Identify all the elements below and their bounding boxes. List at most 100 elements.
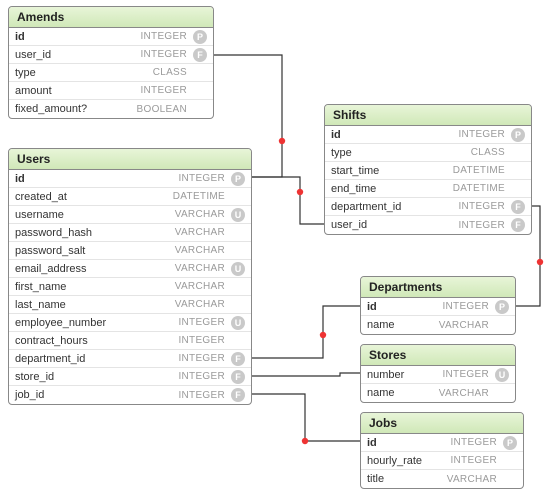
table-row: employee_numberINTEGERU	[9, 314, 251, 332]
table-row: job_idINTEGER F	[9, 386, 251, 404]
key-badge-icon: P	[495, 300, 509, 314]
column-type: INTEGER	[140, 31, 187, 42]
relationship-edge	[252, 177, 324, 224]
edge-dot-icon	[279, 138, 285, 144]
column-name: hourly_rate	[367, 455, 450, 467]
table-row: password_saltVARCHAR	[9, 242, 251, 260]
column-type: INTEGER	[178, 317, 225, 328]
column-name: store_id	[15, 371, 178, 383]
column-type: INTEGER	[450, 437, 497, 448]
relationship-edge	[252, 306, 360, 358]
column-name: id	[15, 31, 140, 43]
entity-jobs: JobsidINTEGERPhourly_rateINTEGERtitleVAR…	[360, 412, 524, 489]
badge-spacer	[503, 472, 517, 486]
column-name: user_id	[331, 219, 458, 231]
column-type: CLASS	[471, 147, 505, 158]
key-badge-icon: P	[193, 30, 207, 44]
column-type: INTEGER	[442, 301, 489, 312]
key-badge-icon: F	[231, 352, 245, 366]
edge-dot-icon	[302, 438, 308, 444]
column-name: department_id	[331, 201, 458, 213]
column-type: CLASS	[153, 67, 187, 78]
table-row: last_nameVARCHAR	[9, 296, 251, 314]
badge-spacer	[231, 226, 245, 240]
entity-header: Stores	[361, 345, 515, 366]
badge-spacer	[231, 334, 245, 348]
table-row: idINTEGERP	[325, 126, 531, 144]
column-name: title	[367, 473, 447, 485]
column-type: INTEGER	[442, 369, 489, 380]
column-name: contract_hours	[15, 335, 178, 347]
badge-spacer	[511, 182, 525, 196]
badge-spacer	[193, 66, 207, 80]
column-name: type	[15, 67, 153, 79]
table-row: user_idINTEGERF	[9, 46, 213, 64]
column-type: DATETIME	[173, 191, 225, 202]
entity-header: Jobs	[361, 413, 523, 434]
column-name: employee_number	[15, 317, 178, 329]
relationship-edge	[252, 394, 360, 441]
key-badge-icon: U	[231, 262, 245, 276]
column-type: VARCHAR	[439, 320, 489, 331]
table-row: user_idINTEGER F	[325, 216, 531, 234]
entity-users: UsersidINTEGERPcreated_atDATETIMEusernam…	[8, 148, 252, 405]
column-type: INTEGER	[458, 129, 505, 140]
badge-spacer	[231, 280, 245, 294]
table-row: idINTEGER P	[361, 298, 515, 316]
column-name: name	[367, 319, 439, 331]
column-name: job_id	[15, 389, 178, 401]
entity-stores: StoresnumberINTEGERU nameVARCHAR	[360, 344, 516, 403]
badge-spacer	[193, 84, 207, 98]
column-type: BOOLEAN	[137, 104, 187, 115]
column-name: id	[367, 301, 442, 313]
entity-body: idINTEGERPtypeCLASSstart_timeDATETIMEend…	[325, 126, 531, 234]
entity-body: idINTEGERPhourly_rateINTEGERtitleVARCHAR	[361, 434, 523, 488]
edge-dot-icon	[320, 332, 326, 338]
key-badge-icon: U	[231, 208, 245, 222]
badge-spacer	[503, 454, 517, 468]
table-row: nameVARCHAR	[361, 316, 515, 334]
entity-header: Departments	[361, 277, 515, 298]
table-row: start_timeDATETIME	[325, 162, 531, 180]
column-type: INTEGER	[458, 220, 505, 231]
badge-spacer	[231, 190, 245, 204]
column-name: password_salt	[15, 245, 175, 257]
column-name: username	[15, 209, 175, 221]
column-type: INTEGER	[178, 173, 225, 184]
column-name: amount	[15, 85, 140, 97]
key-badge-icon: F	[193, 48, 207, 62]
column-type: INTEGER	[178, 390, 225, 401]
key-badge-icon: F	[511, 218, 525, 232]
key-badge-icon: P	[231, 172, 245, 186]
column-type: INTEGER	[178, 353, 225, 364]
column-type: VARCHAR	[439, 388, 489, 399]
entity-body: numberINTEGERU nameVARCHAR	[361, 366, 515, 402]
column-type: DATETIME	[453, 183, 505, 194]
badge-spacer	[495, 318, 509, 332]
table-row: created_atDATETIME	[9, 188, 251, 206]
table-row: hourly_rateINTEGER	[361, 452, 523, 470]
key-badge-icon: F	[231, 388, 245, 402]
column-name: user_id	[15, 49, 140, 61]
badge-spacer	[231, 298, 245, 312]
column-name: type	[331, 147, 471, 159]
table-row: numberINTEGERU	[361, 366, 515, 384]
table-row: amountINTEGER	[9, 82, 213, 100]
column-type: VARCHAR	[447, 474, 497, 485]
key-badge-icon: F	[231, 370, 245, 384]
column-name: name	[367, 387, 439, 399]
column-name: id	[367, 437, 450, 449]
column-type: VARCHAR	[175, 299, 225, 310]
entity-shifts: ShiftsidINTEGERPtypeCLASSstart_timeDATET…	[324, 104, 532, 235]
edge-dot-icon	[297, 189, 303, 195]
entity-body: idINTEGER PnameVARCHAR	[361, 298, 515, 334]
column-name: id	[15, 173, 178, 185]
table-row: contract_hoursINTEGER	[9, 332, 251, 350]
column-type: INTEGER	[450, 455, 497, 466]
column-type: INTEGER	[140, 85, 187, 96]
column-type: VARCHAR	[175, 263, 225, 274]
relationship-edge	[252, 373, 360, 376]
table-row: usernameVARCHARU	[9, 206, 251, 224]
table-row: store_idINTEGERF	[9, 368, 251, 386]
edge-dot-icon	[537, 259, 543, 265]
